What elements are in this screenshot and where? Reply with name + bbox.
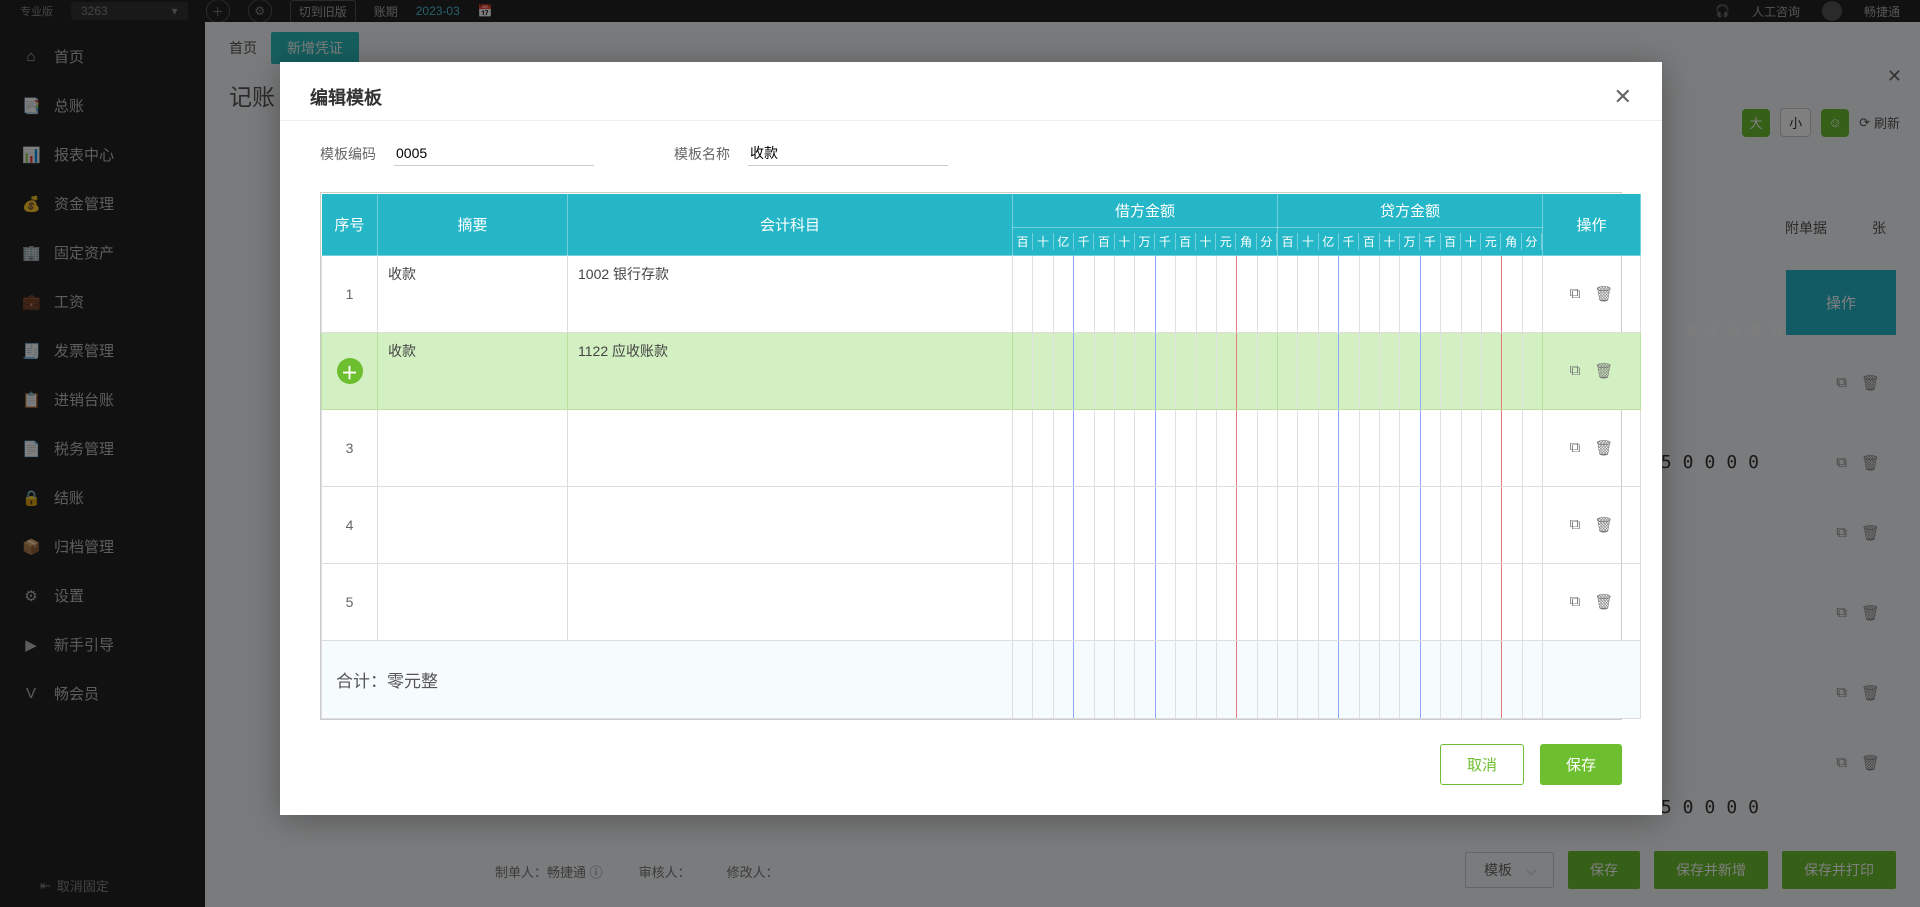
cell-summary[interactable] xyxy=(378,564,568,641)
th-credit: 贷方金额 xyxy=(1278,194,1543,228)
total-label: 合计：零元整 xyxy=(322,641,1013,719)
cell-summary[interactable] xyxy=(378,487,568,564)
cell-debit[interactable] xyxy=(1013,256,1278,333)
cell-credit[interactable] xyxy=(1278,410,1543,487)
cancel-button[interactable]: 取消 xyxy=(1440,744,1524,785)
table-row[interactable]: 1 收款 1002 银行存款 ⧉🗑 xyxy=(322,256,1641,333)
cell-seq: 5 xyxy=(322,564,378,641)
th-op: 操作 xyxy=(1543,194,1641,256)
edit-template-modal: 编辑模板 ✕ 模板编码 模板名称 序号 摘要 会计科目 借方金额 贷方金额 xyxy=(280,62,1662,815)
cell-debit[interactable] xyxy=(1013,487,1278,564)
table-row[interactable]: 5 ⧉🗑 xyxy=(322,564,1641,641)
cell-account[interactable] xyxy=(568,410,1013,487)
cell-debit[interactable] xyxy=(1013,333,1278,410)
cell-credit[interactable] xyxy=(1278,333,1543,410)
name-label: 模板名称 xyxy=(674,144,730,164)
copy-icon[interactable]: ⧉ xyxy=(1570,516,1581,534)
cell-debit[interactable] xyxy=(1013,564,1278,641)
table-row[interactable]: 3 ⧉🗑 xyxy=(322,410,1641,487)
modal-title: 编辑模板 xyxy=(310,84,382,110)
add-row-icon[interactable]: ＋ xyxy=(337,358,363,384)
close-icon[interactable]: ✕ xyxy=(1614,86,1632,108)
table-row[interactable]: 4 ⧉🗑 xyxy=(322,487,1641,564)
total-credit xyxy=(1278,641,1543,719)
cell-seq: ＋ xyxy=(322,333,378,410)
cell-summary[interactable]: 收款 xyxy=(378,256,568,333)
th-credit-digits: 百十亿千百十万千百十元角分 xyxy=(1278,228,1543,256)
cell-debit[interactable] xyxy=(1013,410,1278,487)
table-row[interactable]: ＋ 收款 1122 应收账款 ⧉🗑 xyxy=(322,333,1641,410)
trash-icon[interactable]: 🗑 xyxy=(1594,285,1613,303)
cell-seq: 4 xyxy=(322,487,378,564)
copy-icon[interactable]: ⧉ xyxy=(1570,362,1581,380)
name-input[interactable] xyxy=(748,141,948,166)
copy-icon[interactable]: ⧉ xyxy=(1570,439,1581,457)
cell-op: ⧉🗑 xyxy=(1543,256,1641,333)
copy-icon[interactable]: ⧉ xyxy=(1570,285,1581,303)
cell-op: ⧉🗑 xyxy=(1543,487,1641,564)
cell-credit[interactable] xyxy=(1278,487,1543,564)
code-label: 模板编码 xyxy=(320,144,376,164)
save-button[interactable]: 保存 xyxy=(1540,744,1622,785)
template-grid: 序号 摘要 会计科目 借方金额 贷方金额 操作 百十亿千百十万千百十元角分 百十… xyxy=(320,192,1622,720)
cell-account[interactable]: 1122 应收账款 xyxy=(568,333,1013,410)
cell-account[interactable] xyxy=(568,564,1013,641)
cell-summary[interactable] xyxy=(378,410,568,487)
code-input[interactable] xyxy=(394,141,594,166)
total-debit xyxy=(1013,641,1278,719)
cell-account[interactable]: 1002 银行存款 xyxy=(568,256,1013,333)
trash-icon[interactable]: 🗑 xyxy=(1594,362,1613,380)
cell-op: ⧉🗑 xyxy=(1543,410,1641,487)
cell-op: ⧉🗑 xyxy=(1543,564,1641,641)
cell-account[interactable] xyxy=(568,487,1013,564)
copy-icon[interactable]: ⧉ xyxy=(1570,593,1581,611)
trash-icon[interactable]: 🗑 xyxy=(1594,439,1613,457)
cell-seq: 3 xyxy=(322,410,378,487)
th-summary: 摘要 xyxy=(378,194,568,256)
th-debit-digits: 百十亿千百十万千百十元角分 xyxy=(1013,228,1278,256)
th-account: 会计科目 xyxy=(568,194,1013,256)
cell-seq: 1 xyxy=(322,256,378,333)
th-debit: 借方金额 xyxy=(1013,194,1278,228)
total-op xyxy=(1543,641,1641,719)
cell-credit[interactable] xyxy=(1278,256,1543,333)
cell-summary[interactable]: 收款 xyxy=(378,333,568,410)
cell-op: ⧉🗑 xyxy=(1543,333,1641,410)
th-seq: 序号 xyxy=(322,194,378,256)
trash-icon[interactable]: 🗑 xyxy=(1594,593,1613,611)
cell-credit[interactable] xyxy=(1278,564,1543,641)
trash-icon[interactable]: 🗑 xyxy=(1594,516,1613,534)
